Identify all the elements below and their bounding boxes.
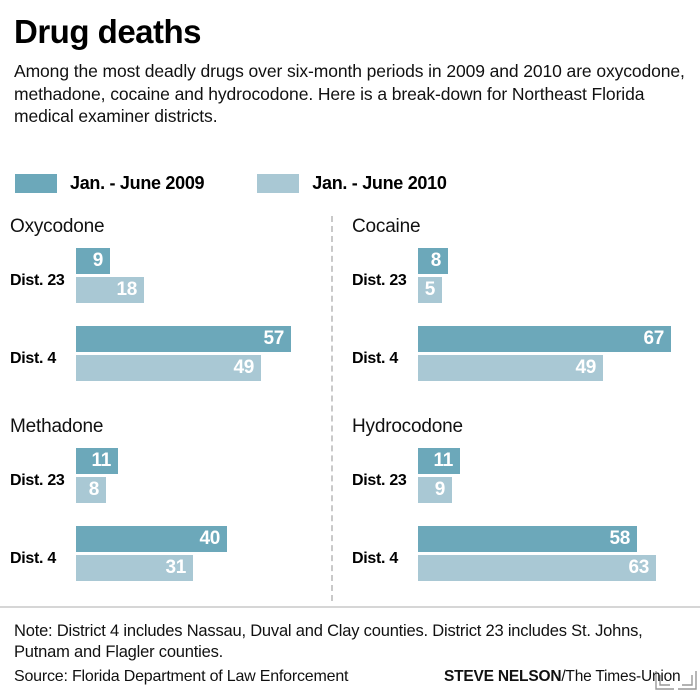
bar-2009: 8 bbox=[418, 248, 448, 274]
bars: 9 18 bbox=[76, 248, 350, 303]
category-label: Dist. 23 bbox=[10, 472, 65, 489]
bar-group-methadone-dist23: Dist. 23 11 8 bbox=[10, 448, 350, 516]
bars: 40 31 bbox=[76, 526, 350, 581]
bar-group-hydrocodone-dist23: Dist. 23 11 9 bbox=[352, 448, 692, 516]
bar-2010: 18 bbox=[76, 277, 144, 303]
page-deck: Among the most deadly drugs over six-mon… bbox=[14, 61, 685, 126]
bar-2009: 58 bbox=[418, 526, 637, 552]
bar-2009: 9 bbox=[76, 248, 110, 274]
watermark-icon bbox=[655, 671, 697, 690]
bar-2010: 63 bbox=[418, 555, 656, 581]
panel-title-hydrocodone: Hydrocodone bbox=[352, 416, 463, 437]
bar-group-hydrocodone-dist4: Dist. 4 58 63 bbox=[352, 526, 692, 594]
bar-group-oxycodone-dist23: Dist. 23 9 18 bbox=[10, 248, 350, 316]
legend-item-2010: Jan. - June 2010 bbox=[257, 173, 447, 194]
category-label: Dist. 4 bbox=[10, 550, 56, 567]
legend-swatch-2009 bbox=[15, 174, 57, 193]
panel-title-cocaine: Cocaine bbox=[352, 216, 421, 237]
chart-legend: Jan. - June 2009 Jan. - June 2010 bbox=[15, 173, 447, 194]
panel-oxycodone: Oxycodone Dist. 23 9 18 Dist. 4 57 49 bbox=[10, 216, 350, 394]
bar-group-cocaine-dist23: Dist. 23 8 5 bbox=[352, 248, 692, 316]
panel-cocaine: Cocaine Dist. 23 8 5 Dist. 4 67 49 bbox=[352, 216, 692, 394]
bar-2010: 31 bbox=[76, 555, 193, 581]
page-title: Drug deaths bbox=[14, 13, 202, 50]
bar-2010: 49 bbox=[76, 355, 261, 381]
bar-2010: 9 bbox=[418, 477, 452, 503]
bar-group-oxycodone-dist4: Dist. 4 57 49 bbox=[10, 326, 350, 394]
credit-author: STEVE NELSON bbox=[444, 668, 562, 685]
legend-label-2009: Jan. - June 2009 bbox=[70, 173, 205, 193]
footnote-districts: Note: District 4 includes Nassau, Duval … bbox=[14, 622, 643, 661]
category-label: Dist. 23 bbox=[10, 272, 65, 289]
panel-title-methadone: Methadone bbox=[10, 416, 104, 437]
bar-2009: 40 bbox=[76, 526, 227, 552]
panel-methadone: Methadone Dist. 23 11 8 Dist. 4 40 31 bbox=[10, 416, 350, 594]
category-label: Dist. 4 bbox=[352, 550, 398, 567]
bar-2009: 57 bbox=[76, 326, 291, 352]
category-label: Dist. 4 bbox=[10, 350, 56, 367]
credit-line: STEVE NELSON/The Times-Union bbox=[444, 668, 681, 686]
bars: 67 49 bbox=[418, 326, 692, 381]
chart-panels: Oxycodone Dist. 23 9 18 Dist. 4 57 49 Co… bbox=[0, 216, 700, 606]
category-label: Dist. 4 bbox=[352, 350, 398, 367]
panel-title-oxycodone: Oxycodone bbox=[10, 216, 105, 237]
bars: 11 8 bbox=[76, 448, 350, 503]
category-label: Dist. 23 bbox=[352, 472, 407, 489]
credit-publication: /The Times-Union bbox=[561, 668, 681, 685]
bar-2009: 11 bbox=[418, 448, 460, 474]
bar-2009: 67 bbox=[418, 326, 671, 352]
bars: 8 5 bbox=[418, 248, 692, 303]
bars: 58 63 bbox=[418, 526, 692, 581]
legend-swatch-2010 bbox=[257, 174, 300, 193]
bar-group-methadone-dist4: Dist. 4 40 31 bbox=[10, 526, 350, 594]
bars: 57 49 bbox=[76, 326, 350, 381]
category-label: Dist. 23 bbox=[352, 272, 407, 289]
bar-2010: 5 bbox=[418, 277, 442, 303]
footer: Note: District 4 includes Nassau, Duval … bbox=[0, 606, 700, 685]
panel-hydrocodone: Hydrocodone Dist. 23 11 9 Dist. 4 58 63 bbox=[352, 416, 692, 594]
bar-2010: 8 bbox=[76, 477, 106, 503]
source-line: Source: Florida Department of Law Enforc… bbox=[14, 668, 349, 685]
legend-item-2009: Jan. - June 2009 bbox=[15, 173, 205, 194]
bars: 11 9 bbox=[418, 448, 692, 503]
bar-2009: 11 bbox=[76, 448, 118, 474]
bar-2010: 49 bbox=[418, 355, 603, 381]
panel-divider bbox=[331, 216, 333, 601]
legend-label-2010: Jan. - June 2010 bbox=[312, 173, 447, 193]
bar-group-cocaine-dist4: Dist. 4 67 49 bbox=[352, 326, 692, 394]
